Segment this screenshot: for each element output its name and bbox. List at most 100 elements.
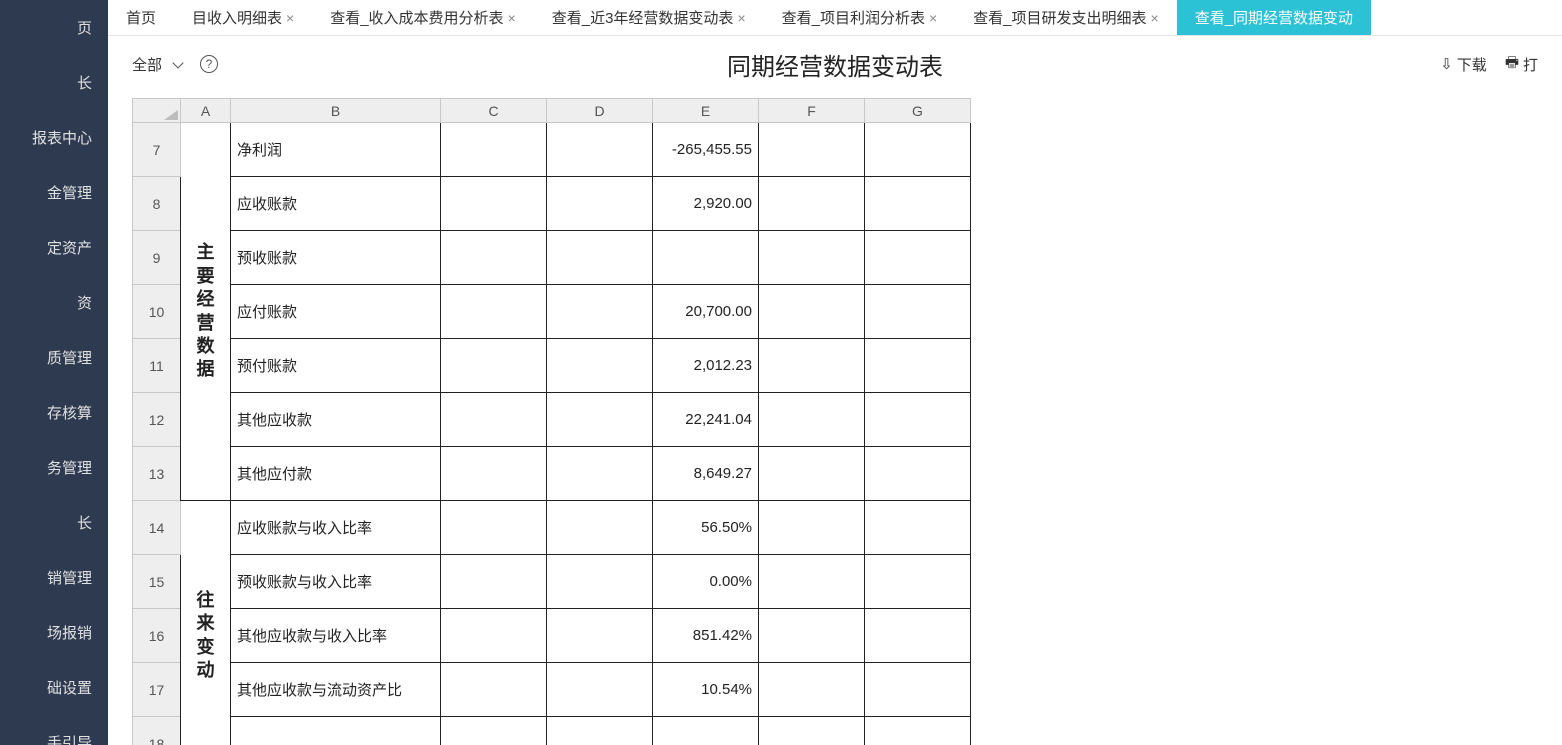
cell-label[interactable]: 应收账款与收入比率: [231, 501, 441, 555]
cell[interactable]: [759, 447, 865, 501]
cell[interactable]: [547, 609, 653, 663]
col-header[interactable]: A: [181, 99, 231, 123]
cell[interactable]: [547, 447, 653, 501]
sidebar-item[interactable]: 金管理: [0, 165, 108, 220]
cell-label[interactable]: 其他应收款与收入比率: [231, 609, 441, 663]
group-cell[interactable]: 往来变动: [181, 501, 231, 745]
row-header[interactable]: 12: [133, 393, 181, 447]
cell-value[interactable]: 10.54%: [653, 663, 759, 717]
cell[interactable]: [441, 609, 547, 663]
cell[interactable]: [441, 555, 547, 609]
sidebar-item[interactable]: 定资产: [0, 220, 108, 275]
cell-label[interactable]: 其他应收款: [231, 393, 441, 447]
cell[interactable]: [865, 123, 971, 177]
cell[interactable]: [759, 231, 865, 285]
sidebar-item[interactable]: 销管理: [0, 550, 108, 605]
cell[interactable]: [547, 393, 653, 447]
col-header[interactable]: G: [865, 99, 971, 123]
sidebar-item[interactable]: 报表中心: [0, 110, 108, 165]
cell[interactable]: [547, 123, 653, 177]
table-row[interactable]: 13 其他应付款 8,649.27: [133, 447, 971, 501]
close-icon[interactable]: ×: [508, 10, 516, 26]
cell-label[interactable]: 其他应付款: [231, 447, 441, 501]
sidebar-item[interactable]: 页: [0, 0, 108, 55]
cell-label[interactable]: 应付账款: [231, 285, 441, 339]
cell[interactable]: [547, 177, 653, 231]
cell[interactable]: [441, 339, 547, 393]
row-header[interactable]: 15: [133, 555, 181, 609]
cell-value[interactable]: 8,649.27: [653, 447, 759, 501]
cell-label[interactable]: 其他应收款与流动资产比: [231, 663, 441, 717]
col-header[interactable]: F: [759, 99, 865, 123]
cell-label[interactable]: [231, 717, 441, 745]
tab[interactable]: 查看_同期经营数据变动: [1177, 0, 1371, 35]
sidebar-item[interactable]: 存核算: [0, 385, 108, 440]
cell-label[interactable]: 预收账款与收入比率: [231, 555, 441, 609]
cell[interactable]: [759, 717, 865, 745]
cell[interactable]: [441, 393, 547, 447]
cell[interactable]: [865, 177, 971, 231]
cell[interactable]: [759, 123, 865, 177]
cell-value[interactable]: 851.42%: [653, 609, 759, 663]
cell[interactable]: [759, 501, 865, 555]
row-header[interactable]: 7: [133, 123, 181, 177]
cell-value[interactable]: [653, 717, 759, 745]
table-row[interactable]: 12 其他应收款 22,241.04: [133, 393, 971, 447]
cell[interactable]: [759, 285, 865, 339]
cell[interactable]: [759, 609, 865, 663]
cell[interactable]: [865, 231, 971, 285]
cell[interactable]: [441, 447, 547, 501]
cell-value[interactable]: 22,241.04: [653, 393, 759, 447]
row-header[interactable]: 17: [133, 663, 181, 717]
cell[interactable]: [547, 231, 653, 285]
cell-value[interactable]: 56.50%: [653, 501, 759, 555]
cell-value[interactable]: 0.00%: [653, 555, 759, 609]
cell[interactable]: [441, 663, 547, 717]
cell[interactable]: [865, 393, 971, 447]
close-icon[interactable]: ×: [929, 10, 937, 26]
table-row[interactable]: 10 应付账款 20,700.00: [133, 285, 971, 339]
spreadsheet[interactable]: A B C D E F G 7主要经营数据净利润-265,455.558应收账款…: [132, 98, 971, 745]
cell-value[interactable]: [653, 231, 759, 285]
cell[interactable]: [441, 231, 547, 285]
cell[interactable]: [441, 717, 547, 745]
col-header[interactable]: E: [653, 99, 759, 123]
row-header[interactable]: 16: [133, 609, 181, 663]
cell-label[interactable]: 净利润: [231, 123, 441, 177]
cell[interactable]: [759, 663, 865, 717]
row-header[interactable]: 10: [133, 285, 181, 339]
sidebar-item[interactable]: 务管理: [0, 440, 108, 495]
tab[interactable]: 查看_项目研发支出明细表×: [955, 0, 1177, 35]
cell-value[interactable]: 2,920.00: [653, 177, 759, 231]
cell[interactable]: [441, 177, 547, 231]
cell[interactable]: [865, 717, 971, 745]
row-header[interactable]: 9: [133, 231, 181, 285]
cell[interactable]: [547, 717, 653, 745]
cell[interactable]: [865, 339, 971, 393]
row-header[interactable]: 14: [133, 501, 181, 555]
row-header[interactable]: 11: [133, 339, 181, 393]
cell-value[interactable]: 20,700.00: [653, 285, 759, 339]
table-row[interactable]: 11 预付账款 2,012.23: [133, 339, 971, 393]
sidebar-item[interactable]: 长: [0, 495, 108, 550]
sheet-corner[interactable]: [133, 99, 181, 123]
close-icon[interactable]: ×: [737, 10, 745, 26]
cell[interactable]: [759, 177, 865, 231]
cell-value[interactable]: 2,012.23: [653, 339, 759, 393]
cell[interactable]: [547, 663, 653, 717]
col-header[interactable]: D: [547, 99, 653, 123]
tab[interactable]: 目收入明细表×: [174, 0, 312, 35]
sidebar-item[interactable]: 长: [0, 55, 108, 110]
cell[interactable]: [865, 609, 971, 663]
cell-label[interactable]: 预付账款: [231, 339, 441, 393]
cell[interactable]: [865, 285, 971, 339]
table-row[interactable]: 16 其他应收款与收入比率 851.42%: [133, 609, 971, 663]
sidebar-item[interactable]: 质管理: [0, 330, 108, 385]
group-cell[interactable]: 主要经营数据: [181, 123, 231, 501]
cell-value[interactable]: -265,455.55: [653, 123, 759, 177]
table-row[interactable]: 15 预收账款与收入比率 0.00%: [133, 555, 971, 609]
cell[interactable]: [441, 123, 547, 177]
table-row[interactable]: 18: [133, 717, 971, 745]
cell[interactable]: [547, 339, 653, 393]
row-header[interactable]: 13: [133, 447, 181, 501]
